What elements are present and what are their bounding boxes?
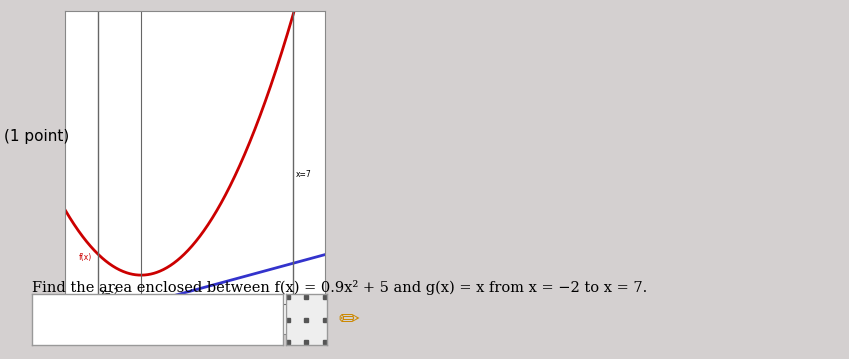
Text: x=-2: x=-2	[101, 288, 120, 297]
Text: Find the area enclosed between f(x) = 0.9x² + 5 and g(x) = x from x = −2 to x = : Find the area enclosed between f(x) = 0.…	[32, 280, 648, 295]
Text: (1 point): (1 point)	[4, 129, 70, 144]
Text: f(x): f(x)	[78, 253, 92, 262]
Text: x=7: x=7	[296, 170, 312, 179]
Text: g(x): g(x)	[74, 327, 89, 336]
Text: ✏: ✏	[338, 308, 359, 331]
